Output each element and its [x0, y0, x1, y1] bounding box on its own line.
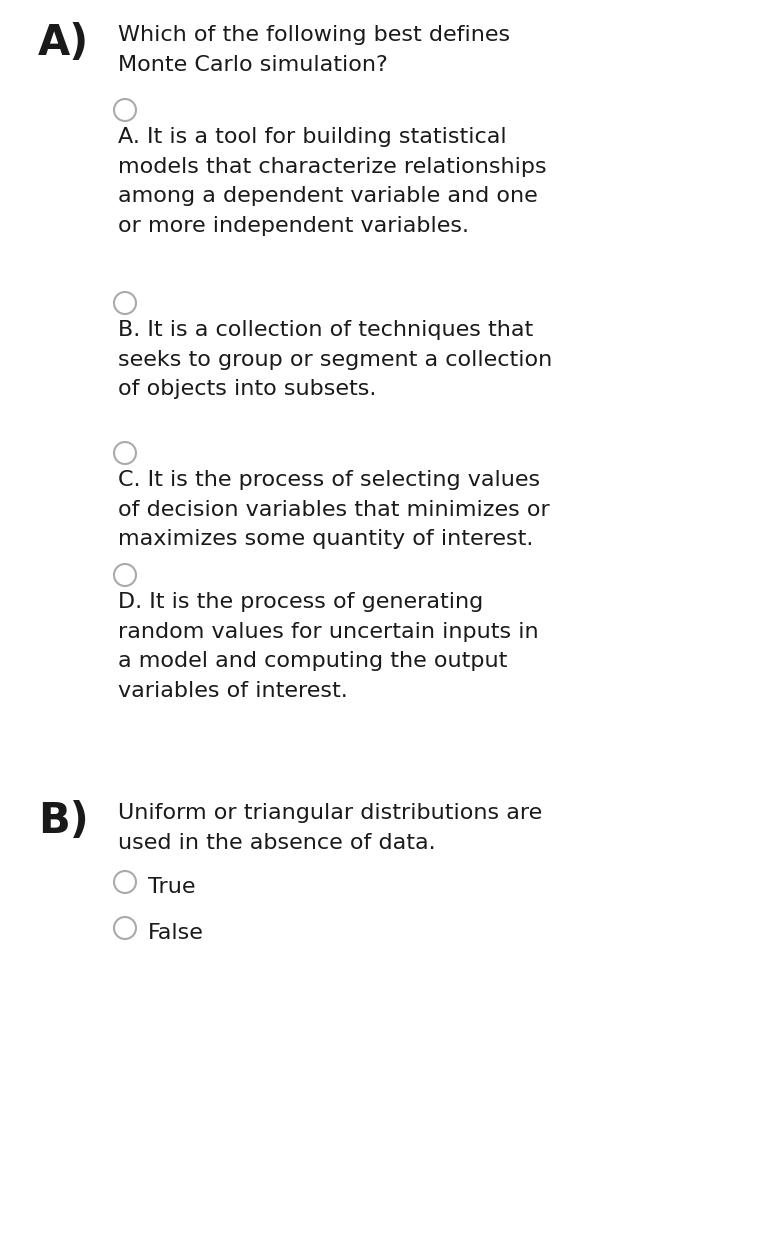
- Text: True: True: [148, 877, 196, 897]
- Text: Which of the following best defines
Monte Carlo simulation?: Which of the following best defines Mont…: [118, 25, 510, 74]
- Text: A. It is a tool for building statistical
models that characterize relationships
: A. It is a tool for building statistical…: [118, 127, 546, 236]
- Text: C. It is the process of selecting values
of decision variables that minimizes or: C. It is the process of selecting values…: [118, 471, 550, 550]
- Text: False: False: [148, 923, 204, 944]
- Text: Uniform or triangular distributions are
used in the absence of data.: Uniform or triangular distributions are …: [118, 803, 542, 852]
- Text: B. It is a collection of techniques that
seeks to group or segment a collection
: B. It is a collection of techniques that…: [118, 320, 552, 399]
- Text: B): B): [38, 800, 89, 842]
- Text: A): A): [38, 22, 89, 64]
- Text: D. It is the process of generating
random values for uncertain inputs in
a model: D. It is the process of generating rando…: [118, 592, 539, 700]
